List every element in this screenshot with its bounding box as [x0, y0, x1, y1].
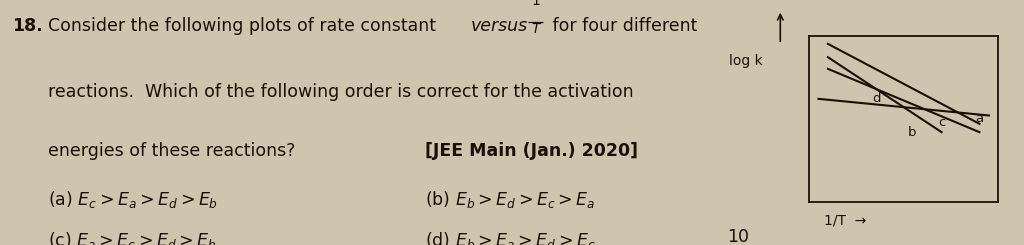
Text: Consider the following plots of rate constant: Consider the following plots of rate con… — [48, 17, 441, 35]
Text: a: a — [976, 112, 984, 125]
Text: T: T — [531, 22, 540, 36]
Text: b: b — [907, 126, 916, 139]
Text: [JEE Main (Jan.) 2020]: [JEE Main (Jan.) 2020] — [425, 142, 638, 160]
Text: 10: 10 — [727, 228, 749, 245]
Text: (c) $E_a > E_c > E_d > E_b$: (c) $E_a > E_c > E_d > E_b$ — [48, 230, 217, 245]
Text: reactions.  Which of the following order is correct for the activation: reactions. Which of the following order … — [48, 83, 634, 101]
Text: versus: versus — [471, 17, 528, 35]
Text: (d) $E_b > E_a > E_d > E_c$: (d) $E_b > E_a > E_d > E_c$ — [425, 230, 596, 245]
Text: 18.: 18. — [12, 17, 43, 35]
Text: log k: log k — [729, 54, 763, 68]
Text: 1: 1 — [531, 0, 540, 8]
Text: d: d — [872, 92, 881, 105]
Text: for four different: for four different — [547, 17, 697, 35]
Text: c: c — [938, 116, 945, 129]
Text: (b) $E_b > E_d > E_c > E_a$: (b) $E_b > E_d > E_c > E_a$ — [425, 189, 595, 210]
Text: energies of these reactions?: energies of these reactions? — [48, 142, 296, 160]
Text: (a) $E_c > E_a > E_d > E_b$: (a) $E_c > E_a > E_d > E_b$ — [48, 189, 218, 210]
Text: 1/T  →: 1/T → — [823, 213, 866, 228]
